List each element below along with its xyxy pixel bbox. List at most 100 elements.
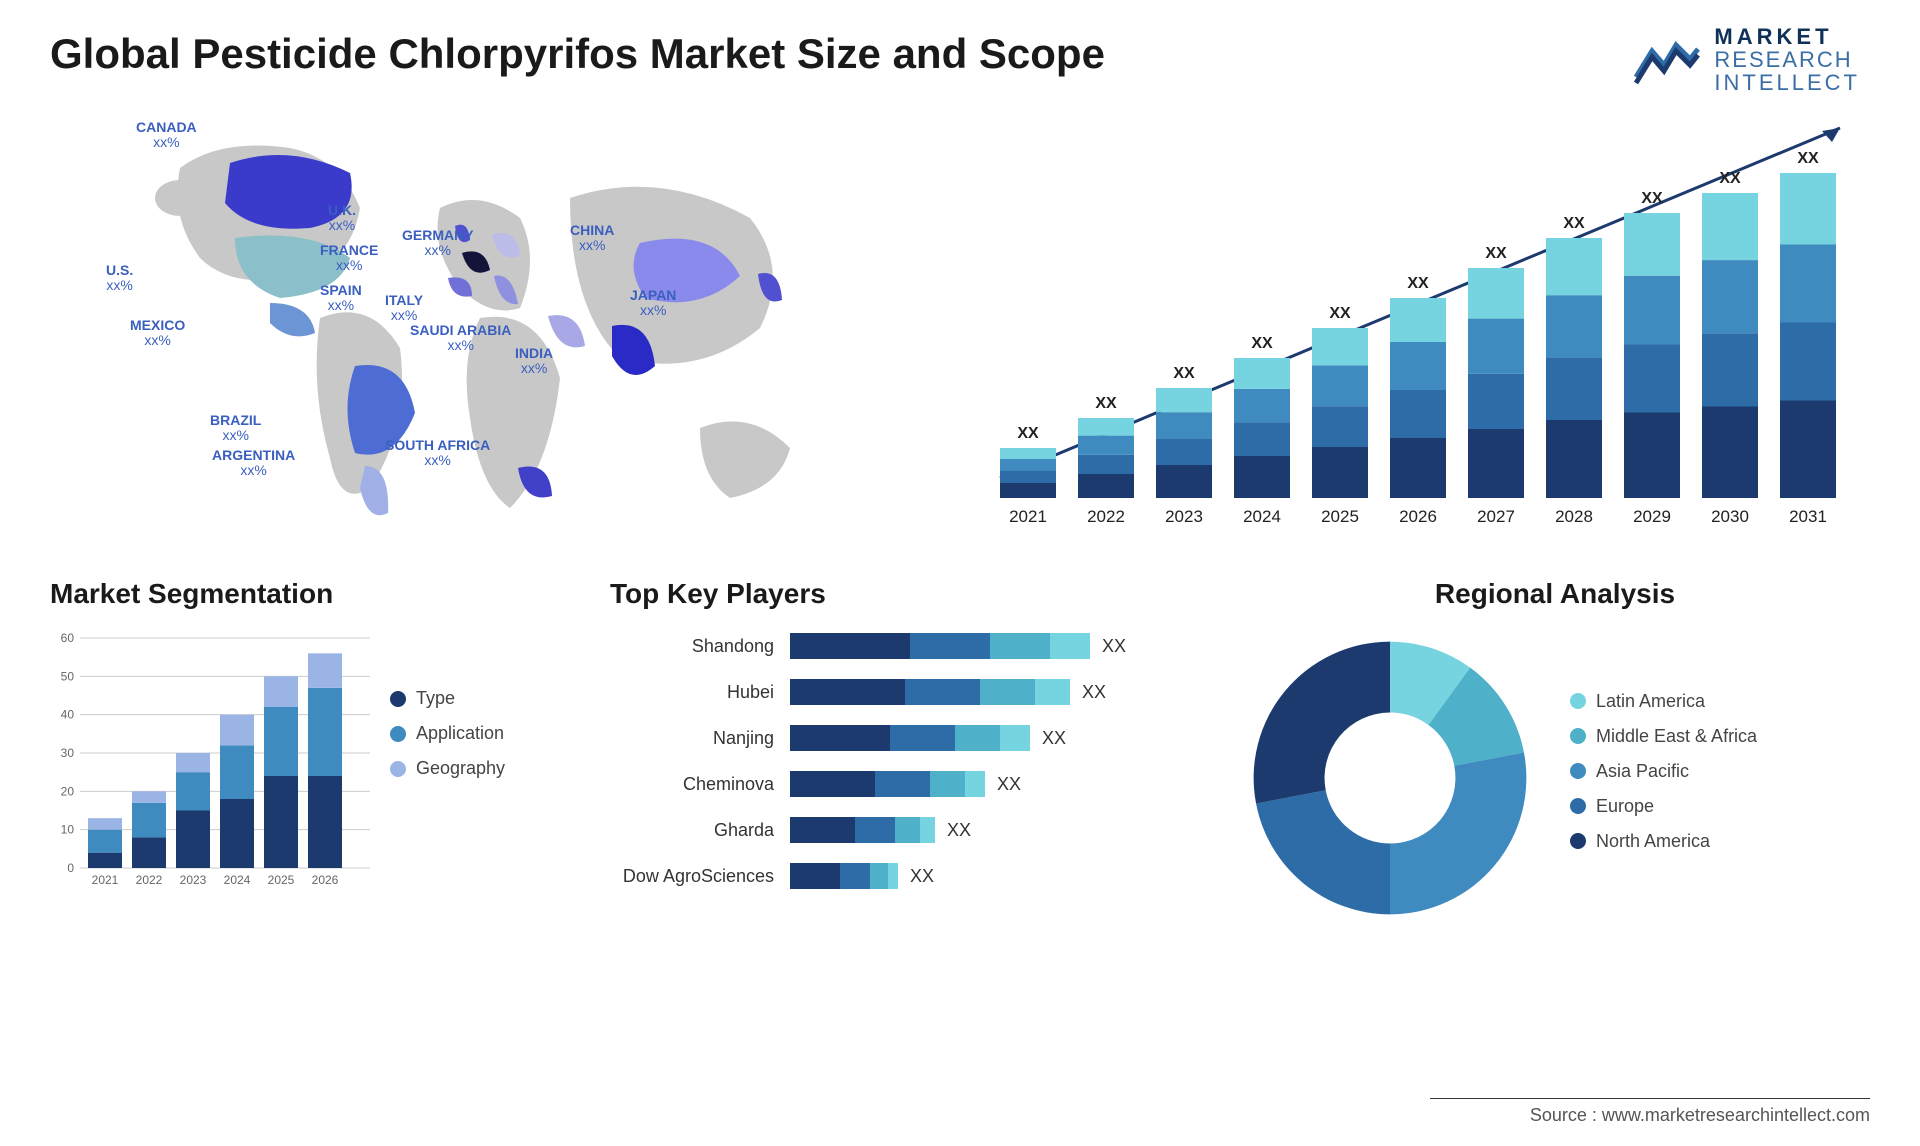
brand-logo: MARKET RESEARCH INTELLECT [1632, 25, 1860, 94]
segmentation-legend: TypeApplicationGeography [390, 628, 570, 888]
player-row-nanjing: NanjingXX [610, 720, 1200, 756]
svg-text:2022: 2022 [136, 873, 163, 887]
player-seg-2 [990, 633, 1050, 659]
svg-text:0: 0 [67, 861, 74, 875]
forecast-bar-2028-seg2 [1546, 295, 1602, 357]
logo-icon [1632, 35, 1702, 85]
player-seg-0 [790, 633, 910, 659]
forecast-bar-2022-seg1 [1078, 455, 1134, 474]
map-label-us: U.S.xx% [106, 263, 133, 294]
forecast-bar-2030-seg3 [1702, 193, 1758, 260]
player-row-dow-agrosciences: Dow AgroSciencesXX [610, 858, 1200, 894]
player-name: Nanjing [610, 728, 790, 749]
player-seg-1 [905, 679, 980, 705]
seg-bar-2026-geography [308, 653, 342, 688]
forecast-bar-2025-seg2 [1312, 365, 1368, 406]
segmentation-panel: Market Segmentation 01020304050602021202… [50, 578, 570, 918]
player-bar [790, 725, 1030, 751]
forecast-year-2024: 2024 [1243, 507, 1281, 526]
forecast-bar-2030-seg0 [1702, 407, 1758, 499]
player-seg-2 [930, 771, 965, 797]
forecast-bar-2023-seg0 [1156, 465, 1212, 498]
seg-bar-2026-type [308, 776, 342, 868]
player-seg-3 [1050, 633, 1090, 659]
player-row-cheminova: CheminovaXX [610, 766, 1200, 802]
region-legend-asia-pacific: Asia Pacific [1570, 761, 1870, 782]
player-seg-1 [890, 725, 955, 751]
forecast-bar-2029-seg3 [1624, 213, 1680, 276]
map-label-uk: U.K.xx% [328, 203, 356, 234]
logo-line-3: INTELLECT [1714, 71, 1860, 94]
player-seg-1 [855, 817, 895, 843]
forecast-bar-2031-seg1 [1780, 323, 1836, 401]
forecast-bar-2026-seg0 [1390, 438, 1446, 498]
map-label-brazil: BRAZILxx% [210, 413, 261, 444]
forecast-bar-2024-seg1 [1234, 422, 1290, 456]
forecast-bar-2026-seg1 [1390, 390, 1446, 438]
forecast-chart: XX2021XX2022XX2023XX2024XX2025XX2026XX20… [970, 108, 1870, 538]
player-seg-0 [790, 725, 890, 751]
forecast-bar-2028-seg1 [1546, 358, 1602, 420]
segmentation-title: Market Segmentation [50, 578, 570, 610]
player-seg-1 [875, 771, 930, 797]
map-label-italy: ITALYxx% [385, 293, 423, 324]
forecast-bar-2021-seg2 [1000, 459, 1056, 471]
forecast-year-2025: 2025 [1321, 507, 1359, 526]
svg-text:40: 40 [61, 708, 75, 722]
seg-bar-2024-type [220, 799, 254, 868]
logo-line-1: MARKET [1714, 25, 1860, 48]
map-label-argentina: ARGENTINAxx% [212, 448, 295, 479]
player-seg-3 [1035, 679, 1070, 705]
forecast-value-2028: XX [1563, 215, 1585, 232]
seg-legend-geography: Geography [390, 758, 570, 779]
player-value: XX [1102, 636, 1126, 657]
player-name: Dow AgroSciences [610, 866, 790, 887]
map-label-spain: SPAINxx% [320, 283, 362, 314]
forecast-bar-2022-seg3 [1078, 418, 1134, 436]
player-name: Shandong [610, 636, 790, 657]
forecast-value-2024: XX [1251, 335, 1273, 352]
player-row-shandong: Shandong XX [610, 628, 1200, 664]
forecast-bar-2029-seg0 [1624, 413, 1680, 499]
player-bar [790, 863, 898, 889]
forecast-bar-2027-seg2 [1468, 319, 1524, 374]
forecast-bar-2029-seg2 [1624, 276, 1680, 344]
map-country-saudi [548, 315, 585, 347]
seg-bar-2023-application [176, 772, 210, 810]
player-value: XX [1082, 682, 1106, 703]
seg-legend-type: Type [390, 688, 570, 709]
map-country-mexico [270, 303, 315, 336]
forecast-bar-2023-seg3 [1156, 388, 1212, 412]
forecast-bar-2021-seg3 [1000, 448, 1056, 459]
forecast-bar-2026-seg2 [1390, 342, 1446, 390]
regional-legend: Latin AmericaMiddle East & AfricaAsia Pa… [1570, 691, 1870, 866]
region-legend-latin-america: Latin America [1570, 691, 1870, 712]
player-seg-2 [895, 817, 920, 843]
player-seg-1 [840, 863, 870, 889]
region-legend-europe: Europe [1570, 796, 1870, 817]
forecast-bar-2022-seg2 [1078, 436, 1134, 455]
seg-bar-2022-type [132, 837, 166, 868]
forecast-bar-2025-seg0 [1312, 447, 1368, 498]
player-seg-3 [920, 817, 935, 843]
player-bar [790, 633, 1090, 659]
forecast-value-2031: XX [1797, 150, 1819, 167]
logo-line-2: RESEARCH [1714, 48, 1860, 71]
seg-bar-2023-type [176, 811, 210, 869]
player-seg-3 [888, 863, 898, 889]
player-name: Gharda [610, 820, 790, 841]
forecast-year-2031: 2031 [1789, 507, 1827, 526]
forecast-bar-2023-seg2 [1156, 412, 1212, 438]
player-bar [790, 771, 985, 797]
player-seg-2 [955, 725, 1000, 751]
donut-slice-asia-pacific [1390, 752, 1526, 914]
map-label-mexico: MEXICOxx% [130, 318, 185, 349]
source-credit: Source : www.marketresearchintellect.com [1430, 1098, 1870, 1126]
map-label-canada: CANADAxx% [136, 120, 197, 151]
forecast-bar-2030-seg2 [1702, 260, 1758, 333]
forecast-bar-2027-seg0 [1468, 429, 1524, 498]
player-seg-1 [910, 633, 990, 659]
map-label-japan: JAPANxx% [630, 288, 676, 319]
seg-bar-2025-application [264, 707, 298, 776]
forecast-bar-2026-seg3 [1390, 298, 1446, 342]
